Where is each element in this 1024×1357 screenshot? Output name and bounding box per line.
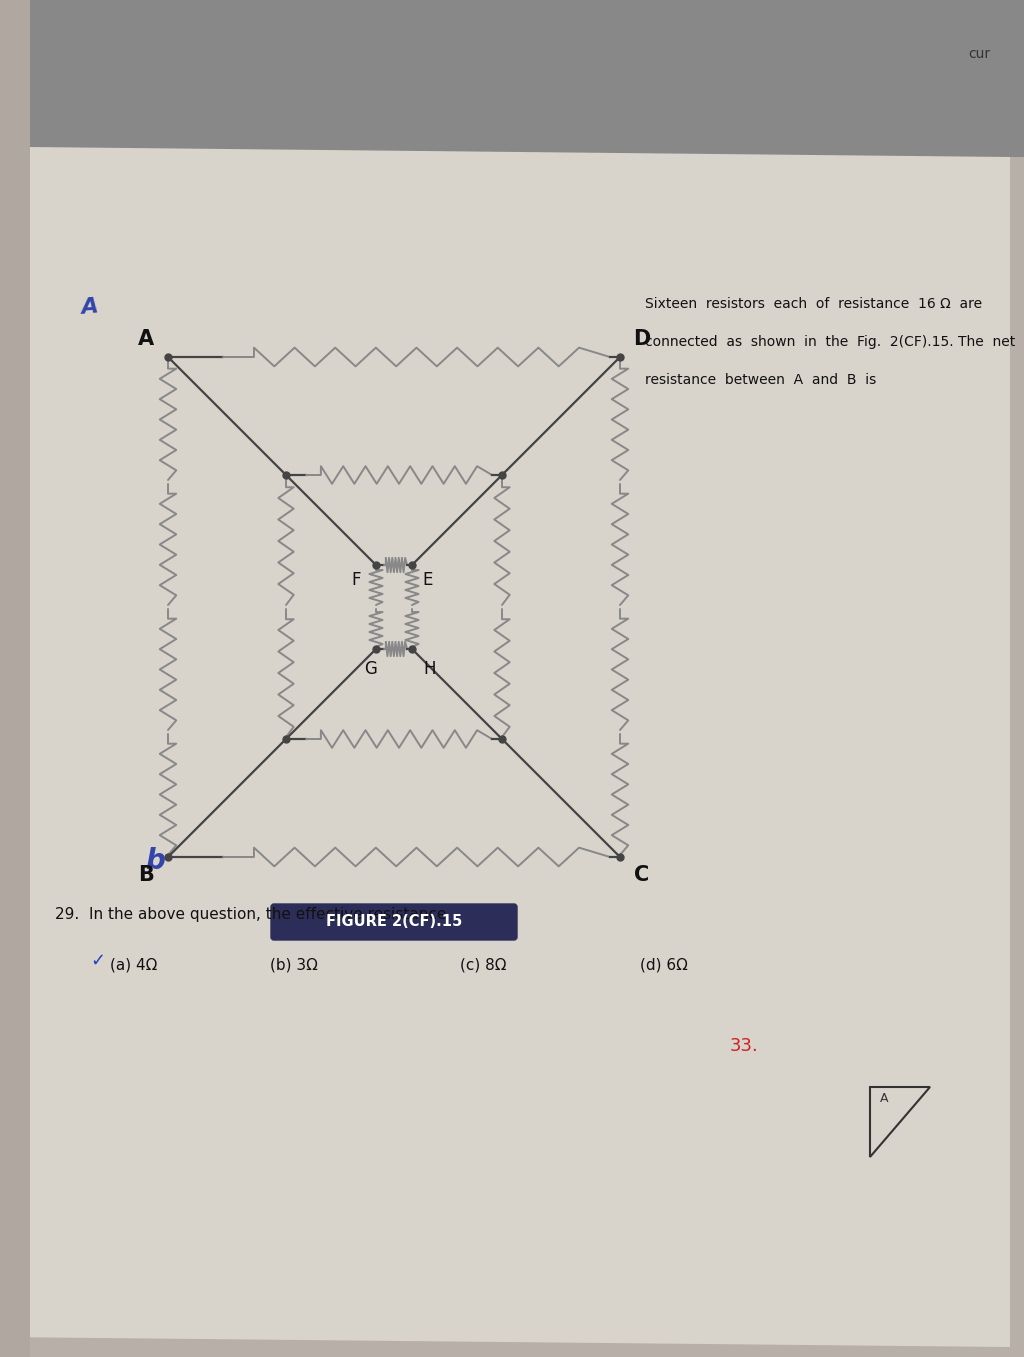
Text: (d) 6Ω: (d) 6Ω <box>640 957 688 972</box>
Polygon shape <box>0 147 1010 1348</box>
Text: H: H <box>424 660 436 678</box>
Text: B: B <box>138 864 154 885</box>
Text: (a) 4Ω: (a) 4Ω <box>110 957 158 972</box>
Text: ✓: ✓ <box>90 953 105 970</box>
Text: C: C <box>635 864 649 885</box>
Text: 29.  In the above question, the effective resistance: 29. In the above question, the effective… <box>55 906 446 921</box>
Bar <box>0 0 30 1357</box>
Text: E: E <box>423 571 433 589</box>
Text: b: b <box>145 847 165 875</box>
FancyBboxPatch shape <box>271 904 517 940</box>
Text: F: F <box>351 571 360 589</box>
Text: Sixteen  resistors  each  of  resistance  16 Ω  are: Sixteen resistors each of resistance 16 … <box>645 297 982 311</box>
Text: connected  as  shown  in  the  Fig.  2(CF).15. The  net: connected as shown in the Fig. 2(CF).15.… <box>645 335 1015 349</box>
Text: G: G <box>365 660 378 678</box>
Text: A: A <box>880 1092 889 1105</box>
Text: (c) 8Ω: (c) 8Ω <box>460 957 507 972</box>
Text: resistance  between  A  and  B  is: resistance between A and B is <box>645 373 877 387</box>
Text: A: A <box>80 297 99 319</box>
Bar <box>0 0 1024 157</box>
Text: D: D <box>634 328 650 349</box>
Text: cur: cur <box>968 47 990 61</box>
Text: (b) 3Ω: (b) 3Ω <box>270 957 317 972</box>
Text: A: A <box>138 328 154 349</box>
Text: 33.: 33. <box>730 1037 759 1054</box>
Text: FIGURE 2(CF).15: FIGURE 2(CF).15 <box>326 915 462 930</box>
